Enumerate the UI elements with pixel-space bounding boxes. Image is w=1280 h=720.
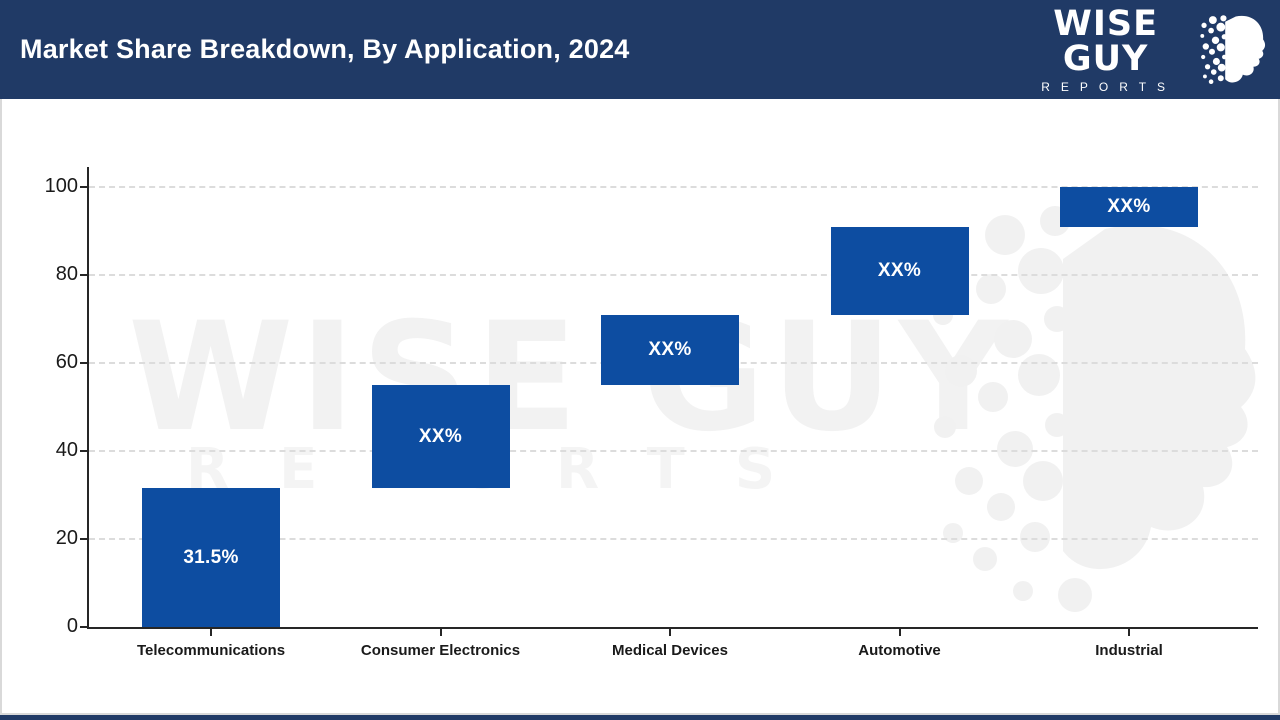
x-category-label: Industrial xyxy=(1095,642,1163,659)
y-tick-label-0: 0 xyxy=(66,615,78,637)
y-tick-40 xyxy=(80,450,88,452)
y-tick-0 xyxy=(80,626,88,628)
x-tick-1 xyxy=(439,629,442,636)
bar-value-label: XX% xyxy=(1107,195,1151,217)
gridline-40 xyxy=(89,450,1258,452)
y-tick-label-20: 20 xyxy=(55,527,78,549)
footer-band xyxy=(0,714,1280,720)
bar-industrial: XX% xyxy=(1060,187,1198,227)
bar-medical-devices: XX% xyxy=(601,314,739,385)
logo-head-icon xyxy=(1200,15,1266,85)
x-tick-4 xyxy=(1128,629,1130,636)
gridline-20 xyxy=(89,538,1258,540)
y-tick-label-60: 60 xyxy=(55,351,78,373)
plot-area: WISE GUY REPORTS 02040608010031.5%Teleco… xyxy=(0,99,1280,713)
x-axis xyxy=(87,627,1258,629)
logo-wordmark: WISE GUY xyxy=(1053,3,1158,79)
x-tick-3 xyxy=(898,629,901,636)
watermark-wordmark: WISE GUY xyxy=(128,291,1014,465)
gridline-80 xyxy=(89,274,1258,276)
bar-consumer-electronics: XX% xyxy=(371,385,510,489)
gridline-100 xyxy=(89,186,1258,188)
bar-value-label: 31.5% xyxy=(183,546,239,568)
x-category-label: Telecommunications xyxy=(136,642,286,659)
header-band: Market Share Breakdown, By Application, … xyxy=(0,0,1280,99)
chart-title: Market Share Breakdown, By Application, … xyxy=(20,34,630,64)
logo-subtitle: REPORTS xyxy=(1041,79,1177,94)
bar-automotive: XX% xyxy=(830,226,969,315)
bar-telecommunications: 31.5% xyxy=(142,488,280,627)
y-tick-100 xyxy=(80,186,88,188)
y-axis xyxy=(87,167,89,629)
y-tick-label-80: 80 xyxy=(55,263,78,285)
y-tick-60 xyxy=(80,362,88,364)
bar-value-label: XX% xyxy=(418,425,463,447)
logo-text: WISE GUY REPORTS xyxy=(1016,3,1195,94)
y-tick-80 xyxy=(80,274,88,276)
x-tick-0 xyxy=(210,629,212,636)
bar-value-label: XX% xyxy=(648,338,692,360)
x-category-label: Consumer Electronics xyxy=(360,642,521,659)
x-category-label: Automotive xyxy=(858,642,941,659)
wise-guy-reports-logo: WISE GUY REPORTS xyxy=(1016,3,1266,94)
watermark-head-icon xyxy=(933,206,1256,612)
x-tick-2 xyxy=(669,629,671,636)
y-tick-label-100: 100 xyxy=(44,175,78,197)
bar-value-label: XX% xyxy=(877,259,922,281)
y-tick-label-40: 40 xyxy=(55,439,78,461)
y-tick-20 xyxy=(80,538,88,540)
x-category-label: Medical Devices xyxy=(612,642,728,659)
